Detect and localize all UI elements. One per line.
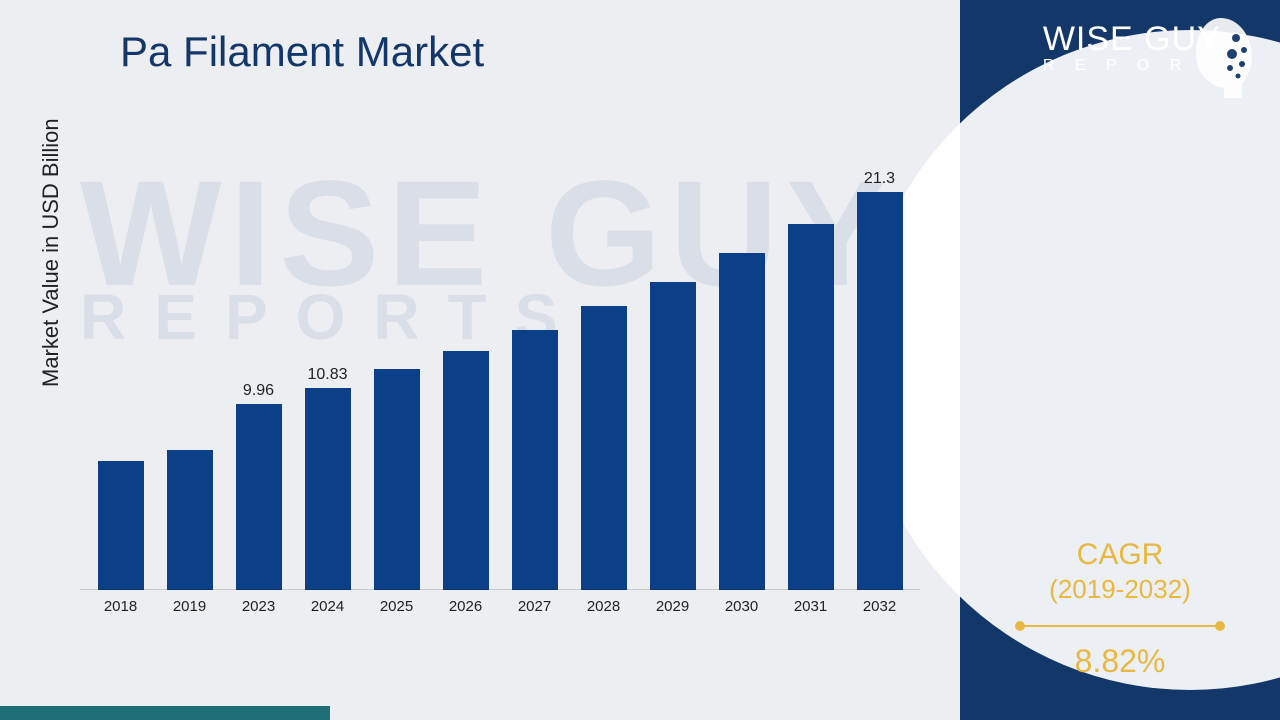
bar (443, 351, 489, 590)
x-tick-label: 2030 (725, 598, 758, 615)
bottom-accent-strip (0, 706, 330, 720)
x-tick-label: 2029 (656, 598, 689, 615)
bar (305, 388, 351, 590)
bar-slot: 2019 (155, 160, 224, 590)
cagr-value: 8.82% (1000, 643, 1240, 680)
bar (374, 369, 420, 590)
bar (857, 192, 903, 590)
bar-slot: 10.832024 (293, 160, 362, 590)
chart-title: Pa Filament Market (120, 28, 484, 76)
bar-slot: 2025 (362, 160, 431, 590)
bar (98, 461, 144, 590)
bar-slot: 9.962023 (224, 160, 293, 590)
bar-slot: 2018 (86, 160, 155, 590)
bar-slot: 2031 (776, 160, 845, 590)
brand-head-icon (1186, 14, 1256, 102)
bar-slot: 2027 (500, 160, 569, 590)
bar-value-label: 10.83 (307, 366, 347, 384)
bar-slot: 21.32032 (845, 160, 914, 590)
x-tick-label: 2028 (587, 598, 620, 615)
bar (167, 450, 213, 590)
bar-value-label: 9.96 (243, 382, 274, 400)
x-tick-label: 2025 (380, 598, 413, 615)
cagr-divider (1020, 625, 1220, 627)
bar (788, 224, 834, 590)
bar (719, 253, 765, 590)
x-tick-label: 2019 (173, 598, 206, 615)
bar (236, 404, 282, 590)
chart-plot-area: 201820199.96202310.832024202520262027202… (80, 160, 920, 590)
brand-logo: WISE GUY R E P O R T S (1043, 20, 1250, 75)
bar-container: 201820199.96202310.832024202520262027202… (80, 160, 920, 590)
x-tick-label: 2024 (311, 598, 344, 615)
bar-value-label: 21.3 (864, 170, 895, 188)
bar (650, 282, 696, 590)
bar-slot: 2026 (431, 160, 500, 590)
bar-slot: 2029 (638, 160, 707, 590)
bar-slot: 2030 (707, 160, 776, 590)
y-axis-label: Market Value in USD Billion (38, 118, 64, 387)
x-tick-label: 2032 (863, 598, 896, 615)
x-tick-label: 2018 (104, 598, 137, 615)
x-tick-label: 2026 (449, 598, 482, 615)
cagr-block: CAGR (2019-2032) 8.82% (1000, 538, 1240, 680)
x-tick-label: 2027 (518, 598, 551, 615)
bar (581, 306, 627, 590)
x-tick-label: 2031 (794, 598, 827, 615)
bar-slot: 2028 (569, 160, 638, 590)
bar (512, 330, 558, 590)
x-axis-baseline (80, 589, 920, 590)
x-tick-label: 2023 (242, 598, 275, 615)
cagr-label: CAGR (1000, 538, 1240, 572)
cagr-range: (2019-2032) (1000, 574, 1240, 605)
